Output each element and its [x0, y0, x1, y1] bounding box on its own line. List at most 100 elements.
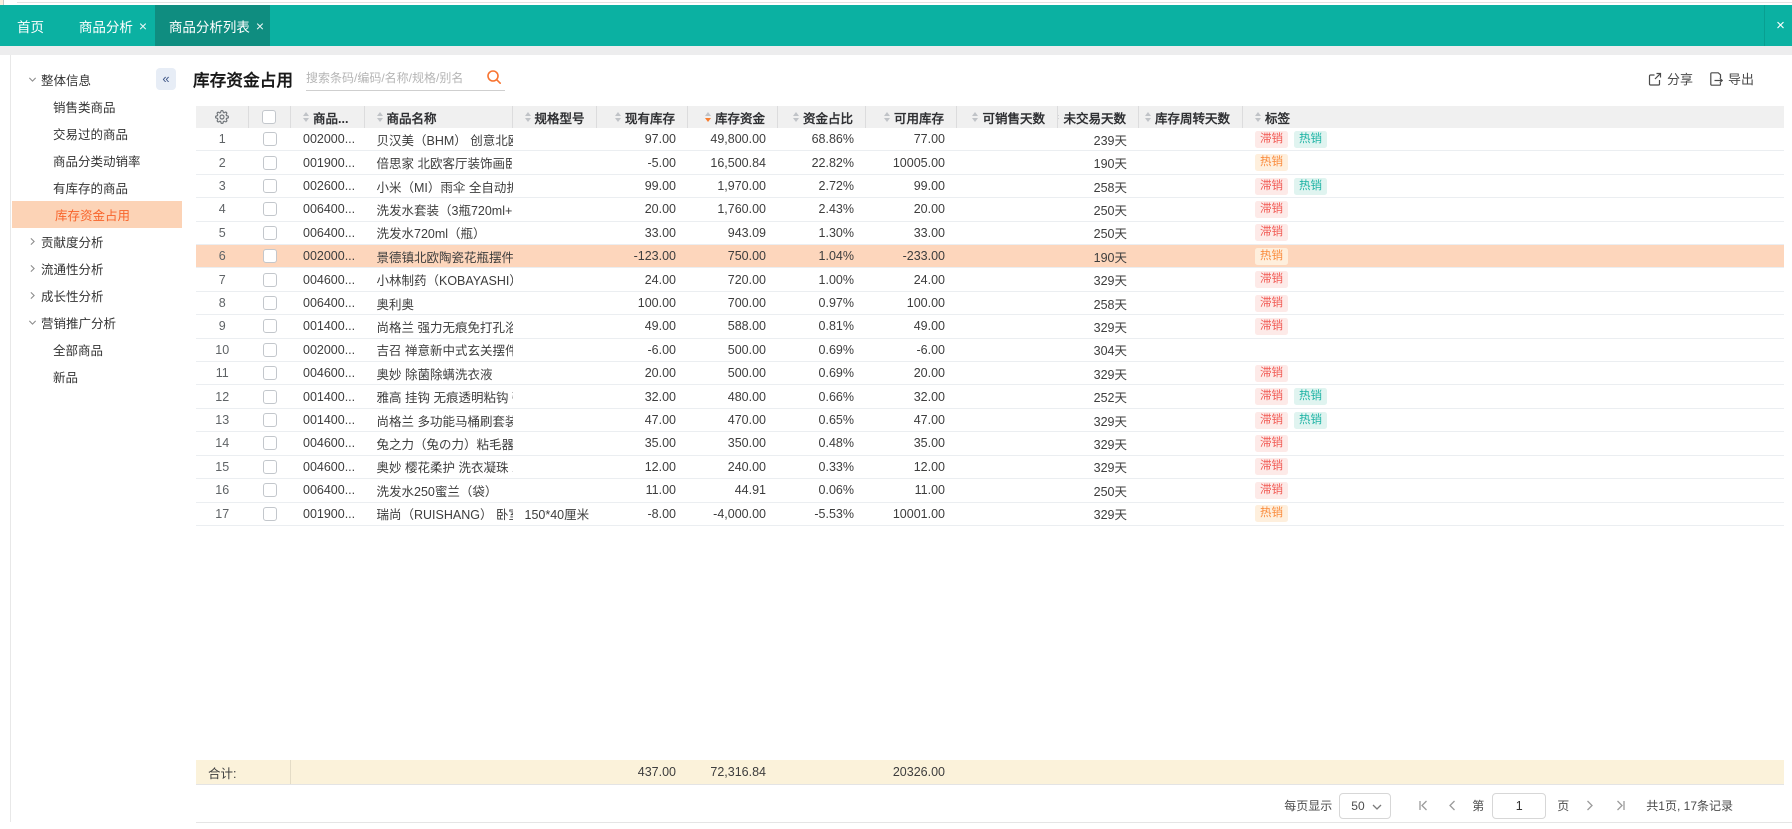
sidebar-item-9[interactable]: 营销推广分析	[10, 309, 182, 336]
table-row[interactable]: 13 001400... 尚格兰 多功能马桶刷套装 卫生 47.00 470.00 0.6…	[196, 408, 1784, 433]
table-row[interactable]: 6 002000... 景德镇北欧陶瓷花瓶摆件 仿真花 -123.00 750.00 1.…	[196, 245, 1784, 269]
table-row[interactable]: 10 002000... 吉召 禅意新中式玄关摆件客厅 -6.00 500.00 0.69…	[196, 338, 1784, 363]
row-checkbox[interactable]	[262, 436, 277, 451]
row-checkbox[interactable]	[262, 132, 277, 147]
sidebar-item-0[interactable]: 整体信息	[10, 66, 182, 93]
column-header-turnover_days[interactable]: 库存周转天数	[1139, 106, 1243, 128]
column-header-ratio[interactable]: 资金占比	[778, 106, 866, 128]
row-checkbox[interactable]	[262, 413, 277, 428]
table-row[interactable]: 8 006400... 奥利奥 100.00 700.00 0.97% 100.00 258天…	[196, 291, 1784, 316]
tab-home[interactable]: 首页	[0, 5, 61, 46]
next-page-button[interactable]	[1583, 793, 1597, 819]
table-row[interactable]: 1 002000... 贝汉美（BHM） 创意北欧客厅装饰 97.00 49,800.0…	[196, 128, 1784, 152]
cell-code: 004600...	[303, 436, 356, 451]
row-checkbox[interactable]	[262, 483, 277, 498]
tab-close-icon[interactable]: ×	[138, 17, 148, 34]
table-row[interactable]: 17 001900... 瑞尚（RUISHANG） 卧室装饰 150*40厘米 -8.0…	[196, 502, 1784, 526]
sort-carets-icon[interactable]	[704, 112, 711, 122]
sort-carets-icon[interactable]	[1255, 112, 1261, 122]
page-number-input[interactable]	[1492, 792, 1547, 819]
export-button[interactable]: 导出	[1710, 69, 1754, 88]
row-checkbox[interactable]	[262, 155, 277, 170]
sidebar-item-11[interactable]: 新品	[10, 363, 182, 390]
column-header-tags[interactable]: 标签	[1243, 106, 1784, 128]
search-icon[interactable]	[486, 69, 502, 85]
column-header-idle_days[interactable]: 未交易天数	[1058, 106, 1139, 128]
cell-name: 洗发水套装（3瓶720ml+1瓶	[376, 203, 513, 218]
column-header-stock[interactable]: 现有库存	[597, 106, 688, 128]
row-checkbox[interactable]	[262, 342, 277, 357]
sort-carets-icon[interactable]	[303, 112, 309, 122]
column-header-available[interactable]: 可用库存	[866, 106, 957, 128]
row-checkbox[interactable]	[262, 459, 277, 474]
table-row[interactable]: 9 001400... 尚格兰 强力无痕免打孔浴室置物 49.00 588.00 0.81…	[196, 315, 1784, 339]
sidebar-item-8[interactable]: 成长性分析	[10, 282, 182, 309]
sidebar-item-7[interactable]: 流通性分析	[10, 255, 182, 282]
column-header-code[interactable]: 商品...	[291, 106, 365, 128]
cell-fund: -4,000.00	[713, 506, 766, 521]
cell-name: 小林制药（KOBAYASHI）日本	[376, 274, 513, 289]
cell-select	[249, 128, 292, 150]
table-row[interactable]: 2 001900... 倍思家 北欧客厅装饰画卧室床头 -5.00 16,500.84 2…	[196, 151, 1784, 175]
sort-carets-icon[interactable]	[614, 112, 621, 122]
table-row[interactable]: 16 006400... 洗发水250蜜兰（袋） 11.00 44.91 0.06% 11.…	[196, 479, 1784, 503]
sort-carets-icon[interactable]	[1058, 112, 1060, 122]
sidebar-item-3[interactable]: 商品分类动销率	[10, 147, 182, 174]
close-all-tabs-button[interactable]: ×	[1776, 17, 1785, 34]
page-size-select[interactable]: 50	[1339, 792, 1392, 819]
first-page-button[interactable]	[1416, 793, 1430, 819]
table-row[interactable]: 15 004600... 奥妙 樱花柔护 洗衣凝珠 100 12.00 240.00 0.…	[196, 455, 1784, 480]
sidebar-item-1[interactable]: 销售类商品	[10, 93, 182, 120]
tab-close-icon[interactable]: ×	[255, 17, 265, 34]
row-checkbox[interactable]	[262, 319, 277, 334]
table-row[interactable]: 3 002600... 小米（MI）雨伞 全自动折叠伞 99.00 1,970.00 2.…	[196, 174, 1784, 199]
row-checkbox[interactable]	[262, 389, 277, 404]
row-checkbox[interactable]	[262, 506, 277, 521]
cell-name: 雅高 挂钩 无痕透明粘钩 强力	[376, 391, 513, 406]
chevron-icon	[27, 264, 37, 274]
sidebar-item-2[interactable]: 交易过的商品	[10, 120, 182, 147]
row-checkbox[interactable]	[262, 249, 277, 264]
table-row[interactable]: 4 006400... 洗发水套装（3瓶720ml+1瓶 20.00 1,760.00 2…	[196, 198, 1784, 222]
cell-stock: 20.00	[644, 366, 676, 381]
table-row[interactable]: 14 004600... 兔之力（兔の力）粘毛器粘毛 35.00 350.00 0.48%…	[196, 432, 1784, 456]
column-header-spec[interactable]: 规格型号	[513, 106, 597, 128]
cell-ratio: 1.30%	[818, 225, 854, 240]
sidebar-item-6[interactable]: 贡献度分析	[10, 228, 182, 255]
sidebar-collapse-button[interactable]: «	[156, 68, 176, 90]
sort-carets-icon[interactable]	[376, 112, 383, 122]
sort-carets-icon[interactable]	[1144, 112, 1151, 122]
sort-carets-icon[interactable]	[792, 112, 799, 122]
prev-page-button[interactable]	[1445, 793, 1459, 819]
column-header-fund[interactable]: 库存资金	[688, 106, 778, 128]
sort-carets-icon[interactable]	[883, 112, 890, 122]
search-input[interactable]	[306, 66, 482, 89]
tab-product-analysis[interactable]: 商品分析 ×	[61, 5, 155, 46]
sidebar-item-5[interactable]: 库存资金占用	[12, 201, 182, 228]
row-checkbox[interactable]	[262, 272, 277, 287]
select-all-checkbox[interactable]	[262, 110, 277, 124]
row-checkbox[interactable]	[262, 296, 277, 311]
table-row[interactable]: 12 001400... 雅高 挂钩 无痕透明粘钩 强力 32.00 480.00 0.6…	[196, 385, 1784, 409]
table-row[interactable]: 11 004600... 奥妙 除菌除螨洗衣液 20.00 500.00 0.69% 20.…	[196, 362, 1784, 386]
row-checkbox[interactable]	[262, 366, 277, 381]
row-checkbox[interactable]	[262, 225, 277, 240]
row-checkbox[interactable]	[262, 179, 277, 194]
cell-ratio: -5.53%	[814, 506, 854, 521]
share-button[interactable]: 分享	[1648, 69, 1693, 88]
column-settings-button[interactable]	[196, 106, 249, 128]
table-row[interactable]: 5 006400... 洗发水720ml（瓶） 33.00 943.09 1.30% 33.…	[196, 221, 1784, 246]
cell-select	[249, 245, 292, 267]
table-row[interactable]: 7 004600... 小林制药（KOBAYASHI）日本 24.00 720.00 1.…	[196, 268, 1784, 292]
column-header-sellable_days[interactable]: 可销售天数	[957, 106, 1058, 128]
sort-carets-icon[interactable]	[524, 112, 531, 122]
column-header-name[interactable]: 商品名称	[365, 106, 513, 128]
sort-carets-icon[interactable]	[972, 112, 979, 122]
row-checkbox[interactable]	[262, 202, 277, 217]
sidebar-item-10[interactable]: 全部商品	[10, 336, 182, 363]
sidebar-item-4[interactable]: 有库存的商品	[10, 174, 182, 201]
last-page-button[interactable]	[1613, 793, 1627, 819]
tab-product-analysis-list[interactable]: 商品分析列表 ×	[155, 5, 270, 46]
cell-tags: 滞销	[1243, 362, 1784, 384]
cell-available: 99.00	[913, 179, 945, 194]
